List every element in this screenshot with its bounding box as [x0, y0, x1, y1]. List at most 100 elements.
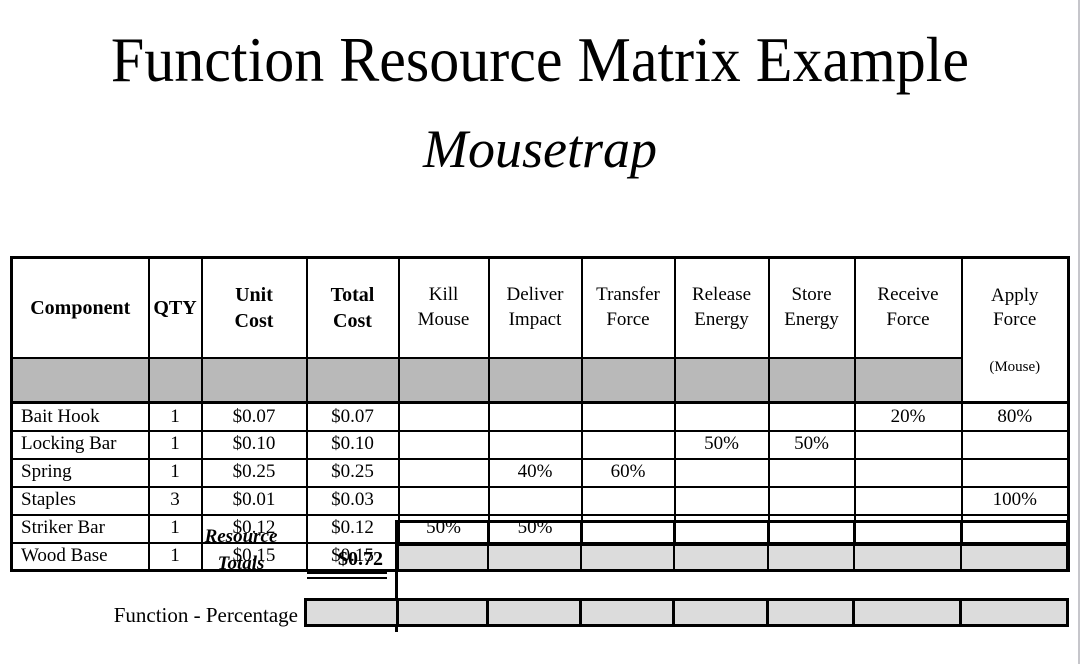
function-totals-empty-row: [396, 520, 1069, 546]
page-right-edge: [1078, 0, 1080, 664]
empty-cell: [959, 520, 1069, 546]
cell-unit-cost: $0.12: [200, 513, 308, 544]
cell-unit-cost: $0.01: [200, 485, 308, 516]
cell-unit-cost: $0.07: [200, 401, 308, 432]
cell-total-cost: $0.03: [305, 485, 400, 516]
cell-component: Wood Base: [10, 541, 150, 572]
percentage-cell: [672, 598, 769, 627]
band-cell: [397, 357, 490, 405]
cell-release-energy: [673, 401, 770, 432]
cell-deliver-impact: [487, 429, 583, 460]
function-totals-gray-row: [396, 543, 1069, 572]
empty-cell: [852, 520, 962, 546]
cell-kill-mouse: [397, 401, 490, 432]
percentage-cell: [486, 598, 582, 627]
cell-total-cost: $0.25: [305, 457, 400, 488]
col-header-receive-force: Receive Force: [853, 256, 963, 360]
empty-cell: [396, 520, 489, 546]
cell-apply-force: 80%: [960, 401, 1070, 432]
col-header-component: Component: [10, 256, 150, 360]
function-percentage-cells: [304, 598, 1069, 627]
component-row: Staples 3 $0.01 $0.03 100%: [10, 485, 1070, 516]
band-cell: [10, 357, 150, 405]
resource-totals-value: $0.72: [307, 547, 387, 579]
cell-transfer-force: [580, 401, 676, 432]
component-row: Bait Hook 1 $0.07 $0.07 20% 80%: [10, 401, 1070, 432]
cell-release-energy: 50%: [673, 429, 770, 460]
empty-cell: [672, 520, 769, 546]
page-title: Function Resource Matrix Example: [110, 25, 970, 96]
col-header-qty: QTY: [147, 256, 203, 360]
cell-release-energy: [673, 485, 770, 516]
empty-cell: [766, 520, 855, 546]
cell-qty: 3: [147, 485, 203, 516]
cell-unit-cost: $0.10: [200, 429, 308, 460]
apply-force-note: (Mouse): [989, 358, 1041, 375]
cell-store-energy: [767, 485, 856, 516]
cell-kill-mouse: [397, 485, 490, 516]
cell-unit-cost: $0.15: [200, 541, 308, 572]
cell-deliver-impact: [487, 401, 583, 432]
col-header-unit-cost: Unit Cost: [200, 256, 308, 360]
header-row: Component QTY Unit Cost Total Cost Kill …: [10, 256, 1070, 405]
gray-total-cell: [672, 543, 769, 572]
cell-apply-force: 100%: [960, 485, 1070, 516]
gray-total-cell: [579, 543, 675, 572]
cell-store-energy: [767, 401, 856, 432]
cell-unit-cost: $0.25: [200, 457, 308, 488]
col-header-store-energy: Store Energy: [767, 256, 856, 360]
cell-deliver-impact: [487, 485, 583, 516]
cell-deliver-impact: 40%: [487, 457, 583, 488]
cell-total-cost: $0.15: [305, 541, 400, 572]
band-cell: [305, 357, 400, 405]
resource-totals-label: Resource Totals: [204, 526, 278, 574]
cell-store-energy: [767, 457, 856, 488]
cell-component: Staples: [10, 485, 150, 516]
cell-receive-force: [853, 457, 963, 488]
band-cell: [580, 357, 676, 405]
cell-component: Striker Bar: [10, 513, 150, 544]
cell-qty: 1: [147, 457, 203, 488]
cell-qty: 1: [147, 401, 203, 432]
component-row: Locking Bar 1 $0.10 $0.10 50% 50%: [10, 429, 1070, 460]
cell-kill-mouse: [397, 457, 490, 488]
gray-total-cell: [766, 543, 855, 572]
cell-transfer-force: [580, 485, 676, 516]
gray-total-cell: [959, 543, 1069, 572]
band-cell: [767, 357, 856, 405]
cell-qty: 1: [147, 429, 203, 460]
cell-transfer-force: 60%: [580, 457, 676, 488]
cell-component: Locking Bar: [10, 429, 150, 460]
cell-total-cost: $0.07: [305, 401, 400, 432]
column-connector-line: [395, 520, 398, 632]
percentage-cell: [396, 598, 489, 627]
cell-transfer-force: [580, 429, 676, 460]
percentage-cell: [852, 598, 962, 627]
percentage-cell: [959, 598, 1069, 627]
col-header-kill-mouse: Kill Mouse: [397, 256, 490, 360]
cell-total-cost: $0.12: [305, 513, 400, 544]
gray-total-cell: [396, 543, 489, 572]
cell-apply-force: [960, 457, 1070, 488]
function-totals-rows: [396, 520, 1069, 572]
percentage-cell: [579, 598, 675, 627]
empty-cell: [486, 520, 582, 546]
cell-total-cost: $0.10: [305, 429, 400, 460]
col-header-total-cost: Total Cost: [305, 256, 400, 360]
cell-component: Bait Hook: [10, 401, 150, 432]
band-cell: [487, 357, 583, 405]
cell-receive-force: [853, 485, 963, 516]
apply-force-label: Apply Force: [991, 284, 1039, 331]
page-subtitle: Mousetrap: [423, 119, 657, 179]
gray-band-row: [10, 357, 1069, 405]
band-cell: [200, 357, 308, 405]
component-row: Spring 1 $0.25 $0.25 40% 60%: [10, 457, 1070, 488]
col-header-deliver-impact: Deliver Impact: [487, 256, 583, 360]
cell-receive-force: 20%: [853, 401, 963, 432]
cell-qty: 1: [147, 541, 203, 572]
band-cell: [673, 357, 770, 405]
col-header-transfer-force: Transfer Force: [580, 256, 676, 360]
col-header-apply-force: Apply Force (Mouse): [960, 256, 1070, 405]
cell-component: Spring: [10, 457, 150, 488]
